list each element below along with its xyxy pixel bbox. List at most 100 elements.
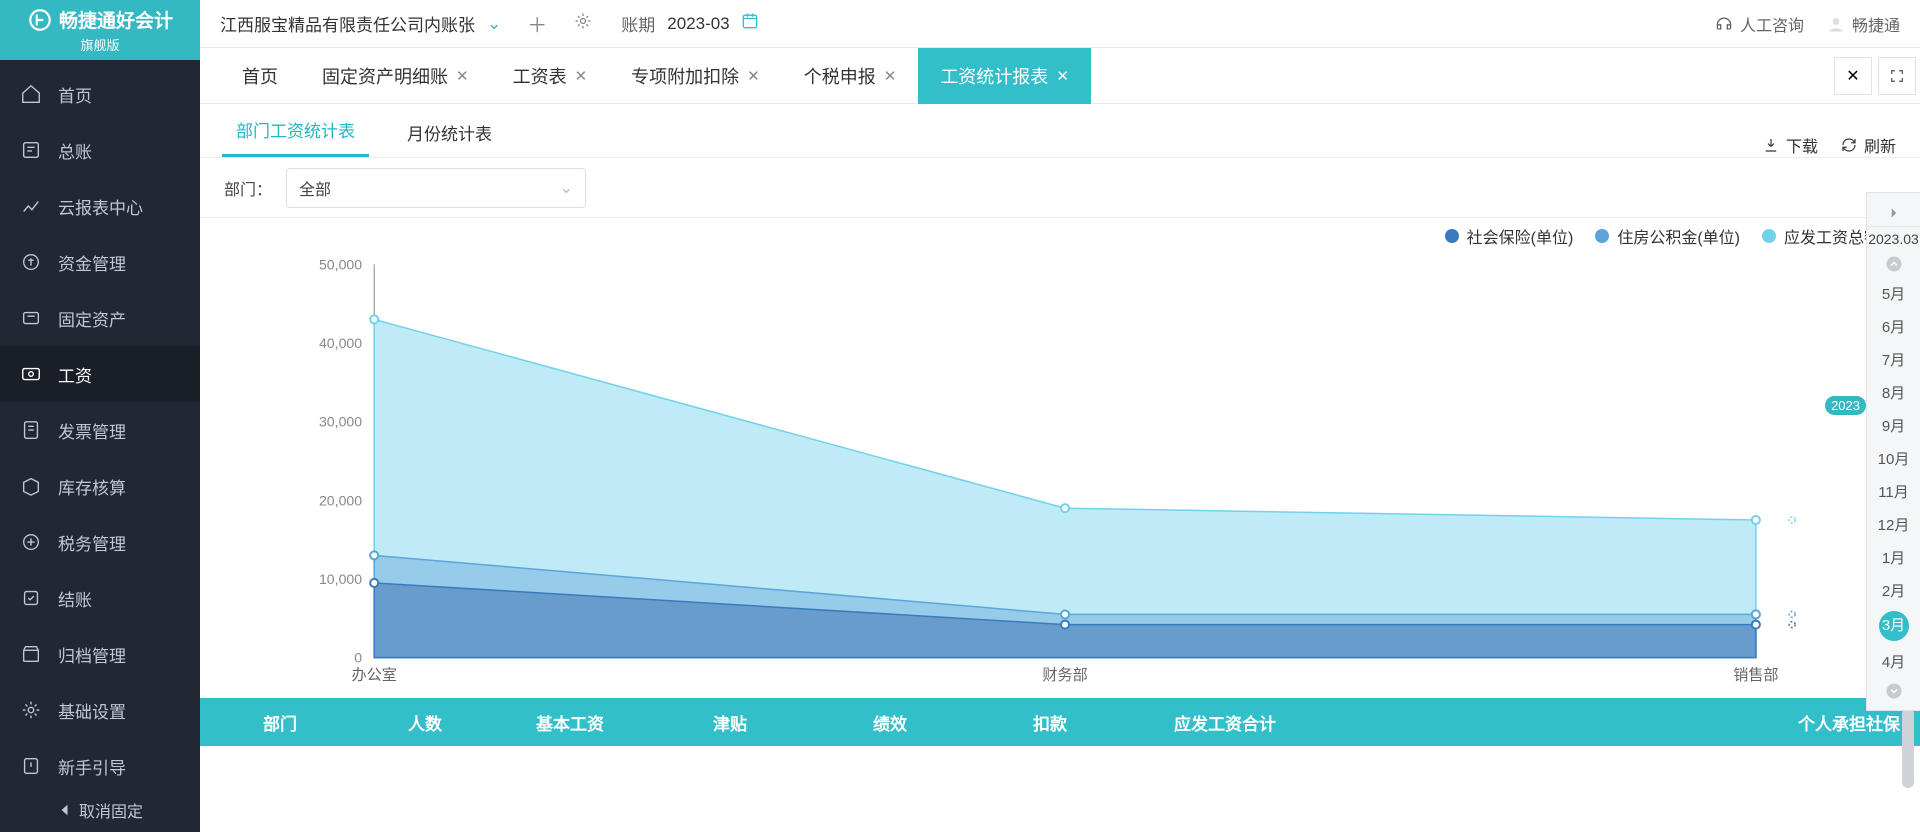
chevron-right-icon <box>1887 206 1901 220</box>
refresh-button[interactable]: 刷新 <box>1840 133 1896 157</box>
rail-month[interactable]: 6月 <box>1867 310 1920 343</box>
th-total: 应发工资合计 <box>1130 710 1320 735</box>
topbar: 江西服宝精品有限责任公司内账张 ⌄ ＋ 账期 2023-03 人工咨询 畅捷通 <box>200 0 1920 48</box>
tab-asset-detail[interactable]: 固定资产明细账✕ <box>300 48 491 104</box>
svg-text:销售部: 销售部 <box>1733 667 1778 684</box>
tabs: 首页 固定资产明细账✕ 工资表✕ 专项附加扣除✕ 个税申报✕ 工资统计报表✕ ✕ <box>200 48 1920 104</box>
tab-deductions[interactable]: 专项附加扣除✕ <box>609 48 782 104</box>
consult-button[interactable]: 人工咨询 <box>1714 12 1804 36</box>
close-icon[interactable]: ✕ <box>884 67 897 85</box>
close-icon[interactable]: ✕ <box>1056 67 1069 85</box>
user-menu[interactable]: 畅捷通 <box>1826 12 1900 36</box>
svg-text:40,000: 40,000 <box>319 335 362 351</box>
sidebar: 畅捷通好会计 旗舰版 首页 总账 云报表中心 资金管理 固定资产 工资 <box>0 0 200 832</box>
guide-icon <box>20 755 42 777</box>
avatar-icon <box>1826 14 1846 34</box>
calendar-icon[interactable] <box>740 11 760 36</box>
nav-tax[interactable]: 税务管理 <box>0 514 200 570</box>
rail-month[interactable]: 9月 <box>1867 409 1920 442</box>
tab-salary-stats[interactable]: 工资统计报表✕ <box>918 48 1091 104</box>
subtab-department[interactable]: 部门工资统计表 <box>222 105 369 157</box>
nav-assets[interactable]: 固定资产 <box>0 290 200 346</box>
content: 部门工资统计表 月份统计表 下载 刷新 部门： 全部 ⌄ <box>200 104 1920 832</box>
legend-dot <box>1595 229 1609 243</box>
table-header: 部门 人数 基本工资 津贴 绩效 扣款 应发工资合计 个人承担社保 <box>200 698 1920 746</box>
gear-icon[interactable] <box>573 11 593 37</box>
th-base: 基本工资 <box>490 710 650 735</box>
svg-text:30,000: 30,000 <box>319 414 362 430</box>
rail-down[interactable] <box>1867 678 1920 704</box>
tabs-fullscreen[interactable] <box>1878 57 1916 95</box>
logo: 畅捷通好会计 旗舰版 <box>0 0 200 60</box>
subtab-month[interactable]: 月份统计表 <box>393 108 506 157</box>
funds-icon <box>20 251 42 273</box>
rail-month[interactable]: 7月 <box>1867 343 1920 376</box>
rail-month[interactable]: 2月 <box>1867 574 1920 607</box>
legend-item-fund[interactable]: 住房公积金(单位) <box>1595 224 1740 248</box>
rail-month[interactable]: 10月 <box>1867 442 1920 475</box>
chart: 社会保险(单位) 住房公积金(单位) 应发工资总额 0 10,000 20,000 3… <box>200 218 1920 698</box>
scrollbar[interactable] <box>1902 708 1914 788</box>
home-icon <box>20 83 42 105</box>
filter-label: 部门： <box>224 176 272 200</box>
rail-collapse[interactable] <box>1867 199 1920 227</box>
th-count: 人数 <box>360 710 490 735</box>
nav-inventory[interactable]: 库存核算 <box>0 458 200 514</box>
rail-month[interactable]: 8月 <box>1867 376 1920 409</box>
main: 江西服宝精品有限责任公司内账张 ⌄ ＋ 账期 2023-03 人工咨询 畅捷通 … <box>200 0 1920 832</box>
salary-icon <box>20 363 42 385</box>
rail-month[interactable]: 5月 <box>1867 277 1920 310</box>
close-icon[interactable]: ✕ <box>747 67 760 85</box>
tax-icon <box>20 531 42 553</box>
nav-guide[interactable]: 新手引导 <box>0 738 200 794</box>
nav-close[interactable]: 结账 <box>0 570 200 626</box>
company-selector[interactable]: 江西服宝精品有限责任公司内账张 ⌄ <box>220 11 501 36</box>
svg-text:0: 0 <box>354 650 362 666</box>
nav-salary[interactable]: 工资 <box>0 346 200 402</box>
logo-sub: 旗舰版 <box>80 35 119 54</box>
rail-month[interactable]: 1月 <box>1867 541 1920 574</box>
close-icon[interactable]: ✕ <box>575 67 588 85</box>
tab-home[interactable]: 首页 <box>220 48 300 104</box>
nav-settings[interactable]: 基础设置 <box>0 682 200 738</box>
rail-month[interactable]: 12月 <box>1867 508 1920 541</box>
period-value[interactable]: 2023-03 <box>667 14 729 34</box>
rail-month[interactable]: 11月 <box>1867 475 1920 508</box>
nav-reports[interactable]: 云报表中心 <box>0 178 200 234</box>
nav-home[interactable]: 首页 <box>0 66 200 122</box>
th-personal: 个人承担社保 <box>1320 710 1920 735</box>
th-perf: 绩效 <box>810 710 970 735</box>
rail-up[interactable] <box>1867 251 1920 277</box>
invoice-icon <box>20 419 42 441</box>
sidebar-unpin[interactable]: 取消固定 <box>0 798 200 822</box>
tab-tax-report[interactable]: 个税申报✕ <box>782 48 919 104</box>
add-button[interactable]: ＋ <box>527 9 547 38</box>
logo-icon <box>27 7 53 33</box>
nav-archive[interactable]: 归档管理 <box>0 626 200 682</box>
department-select[interactable]: 全部 ⌄ <box>286 168 586 208</box>
fullscreen-icon <box>1889 68 1905 84</box>
svg-text:财务部: 财务部 <box>1042 667 1087 684</box>
legend-item-insurance[interactable]: 社会保险(单位) <box>1445 224 1574 248</box>
legend-dot <box>1445 229 1459 243</box>
tabs-close-all[interactable]: ✕ <box>1834 57 1872 95</box>
svg-text:20,000: 20,000 <box>319 492 362 508</box>
year-badge: 2023 <box>1825 396 1866 415</box>
nav-funds[interactable]: 资金管理 <box>0 234 200 290</box>
chart-legend: 社会保险(单位) 住房公积金(单位) 应发工资总额 <box>200 224 1880 248</box>
ledger-icon <box>20 139 42 161</box>
nav: 首页 总账 云报表中心 资金管理 固定资产 工资 发票管理 库存核算 <box>0 60 200 794</box>
rail-month[interactable]: 4月 <box>1867 645 1920 678</box>
legend-item-total[interactable]: 应发工资总额 <box>1762 224 1880 248</box>
chevron-down-icon <box>1885 682 1903 700</box>
tab-salary-sheet[interactable]: 工资表✕ <box>491 48 610 104</box>
rail-month[interactable]: 3月 <box>1879 611 1909 641</box>
close-icon[interactable]: ✕ <box>456 67 469 85</box>
download-button[interactable]: 下载 <box>1762 133 1818 157</box>
assets-icon <box>20 307 42 329</box>
th-allow: 津贴 <box>650 710 810 735</box>
nav-ledger[interactable]: 总账 <box>0 122 200 178</box>
svg-text:10,000: 10,000 <box>319 571 362 587</box>
nav-invoice[interactable]: 发票管理 <box>0 402 200 458</box>
rail-year: 2023.03 <box>1867 227 1920 251</box>
